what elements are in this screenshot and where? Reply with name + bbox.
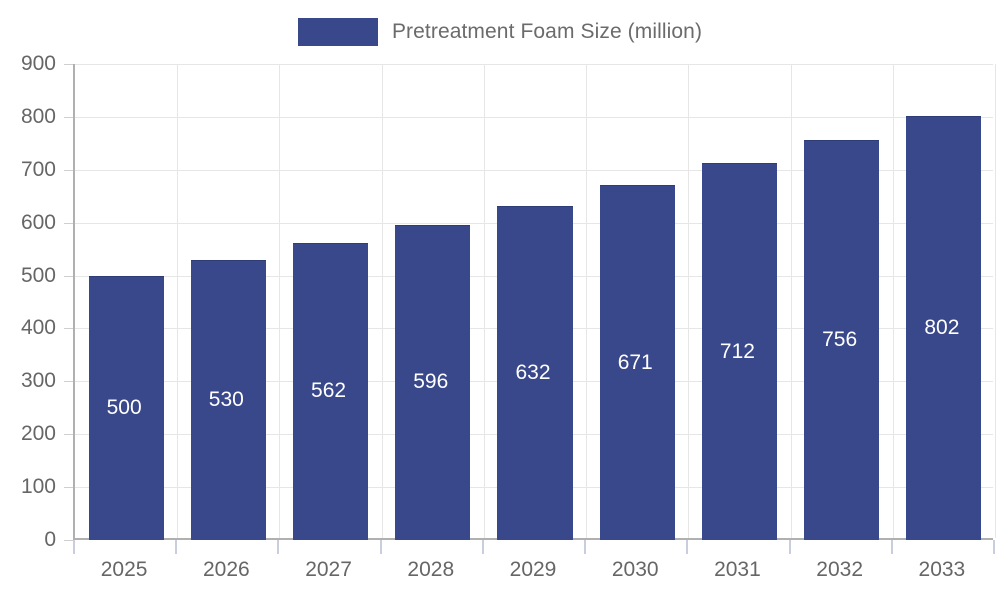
plot-area [73, 64, 996, 540]
y-axis-labels: 0 100 200 300 400 500 600 700 800 900 [0, 0, 64, 600]
gridline-vertical [790, 64, 792, 538]
y-axis-tick-mark [64, 116, 73, 118]
x-axis-tick-mark [788, 540, 791, 554]
bar-value-label: 632 [515, 360, 551, 384]
bar-value-label: 671 [617, 350, 653, 374]
y-axis-tick-mark [64, 434, 73, 436]
y-axis-tick-label: 900 [20, 52, 56, 75]
y-axis-tick-label: 700 [20, 157, 56, 181]
y-axis-tick-mark [64, 169, 73, 171]
x-axis-tick-label: 2027 [305, 558, 352, 581]
y-axis-tick-label: 600 [20, 210, 56, 234]
bar-value-label: 712 [719, 339, 755, 363]
y-axis-tick-mark [64, 222, 73, 224]
y-axis-tick-label: 200 [20, 422, 56, 446]
x-axis-tick-label: 2032 [816, 558, 864, 581]
x-axis-tick-mark [584, 540, 587, 554]
bar[interactable] [804, 140, 880, 540]
y-axis-tick-mark [64, 381, 73, 383]
legend-entry-label: Pretreatment Foam Size (million) [391, 20, 703, 43]
y-axis-tick-mark [64, 487, 73, 489]
x-axis-tick-label: 2025 [100, 558, 148, 581]
bar[interactable] [906, 115, 982, 540]
chart-legend: Pretreatment Foam Size (million) [0, 10, 1000, 54]
y-axis-tick-label: 500 [20, 263, 56, 287]
gridline-vertical [177, 64, 179, 538]
bar[interactable] [497, 205, 573, 540]
y-axis-tick-label: 800 [20, 104, 56, 128]
gridline-horizontal [75, 64, 993, 65]
bar[interactable] [292, 242, 369, 540]
bar-value-label: 530 [208, 387, 244, 411]
bar[interactable] [701, 163, 777, 540]
y-axis-tick-mark [64, 275, 73, 277]
bar[interactable] [190, 259, 266, 540]
gridline-vertical [483, 64, 485, 538]
bar[interactable] [599, 185, 675, 540]
bar[interactable] [395, 224, 471, 540]
gridline-horizontal [75, 116, 993, 118]
bar-value-label: 756 [822, 328, 858, 352]
gridline-vertical [995, 64, 996, 538]
x-axis-tick-mark [175, 540, 178, 554]
gridline-vertical [279, 64, 281, 538]
y-axis-tick-mark [64, 328, 73, 330]
legend-entry-pretreatment-foam-size[interactable]: Pretreatment Foam Size (million) [297, 18, 703, 46]
y-axis-tick-label: 0 [44, 528, 56, 551]
x-axis-tick-mark [481, 540, 484, 554]
y-axis-tick-label: 300 [20, 369, 56, 393]
gridline-vertical [381, 64, 383, 538]
y-axis-tick-mark [64, 64, 73, 65]
gridline-vertical [892, 64, 894, 538]
x-axis-tick-mark [277, 540, 280, 554]
gridline-vertical [586, 64, 588, 538]
x-axis-tick-mark [686, 540, 689, 554]
x-axis-tick-label: 2033 [918, 558, 966, 581]
x-axis-tick-label: 2029 [509, 558, 557, 581]
y-axis-tick-label: 100 [20, 475, 56, 499]
bar-value-label: 596 [413, 370, 449, 394]
legend-color-swatch-icon [297, 18, 378, 46]
x-axis-tick-label: 2028 [407, 558, 455, 581]
x-axis-tick-mark [993, 540, 995, 554]
bar-value-label: 562 [311, 379, 347, 403]
gridline-vertical [688, 64, 690, 538]
y-axis-tick-label: 400 [20, 316, 56, 340]
bar-value-label: 500 [106, 395, 142, 419]
y-axis-tick-mark [64, 540, 73, 541]
x-axis-tick-mark [379, 540, 382, 554]
x-axis-tick-label: 2031 [714, 558, 761, 581]
x-axis-tick-label: 2026 [202, 558, 250, 581]
x-axis-tick-mark [73, 540, 75, 554]
x-axis-tick-label: 2030 [611, 558, 659, 581]
gridline-horizontal [75, 169, 993, 171]
x-axis-tick-mark [890, 540, 893, 554]
bar[interactable] [88, 275, 164, 540]
bar-value-label: 802 [924, 315, 960, 339]
